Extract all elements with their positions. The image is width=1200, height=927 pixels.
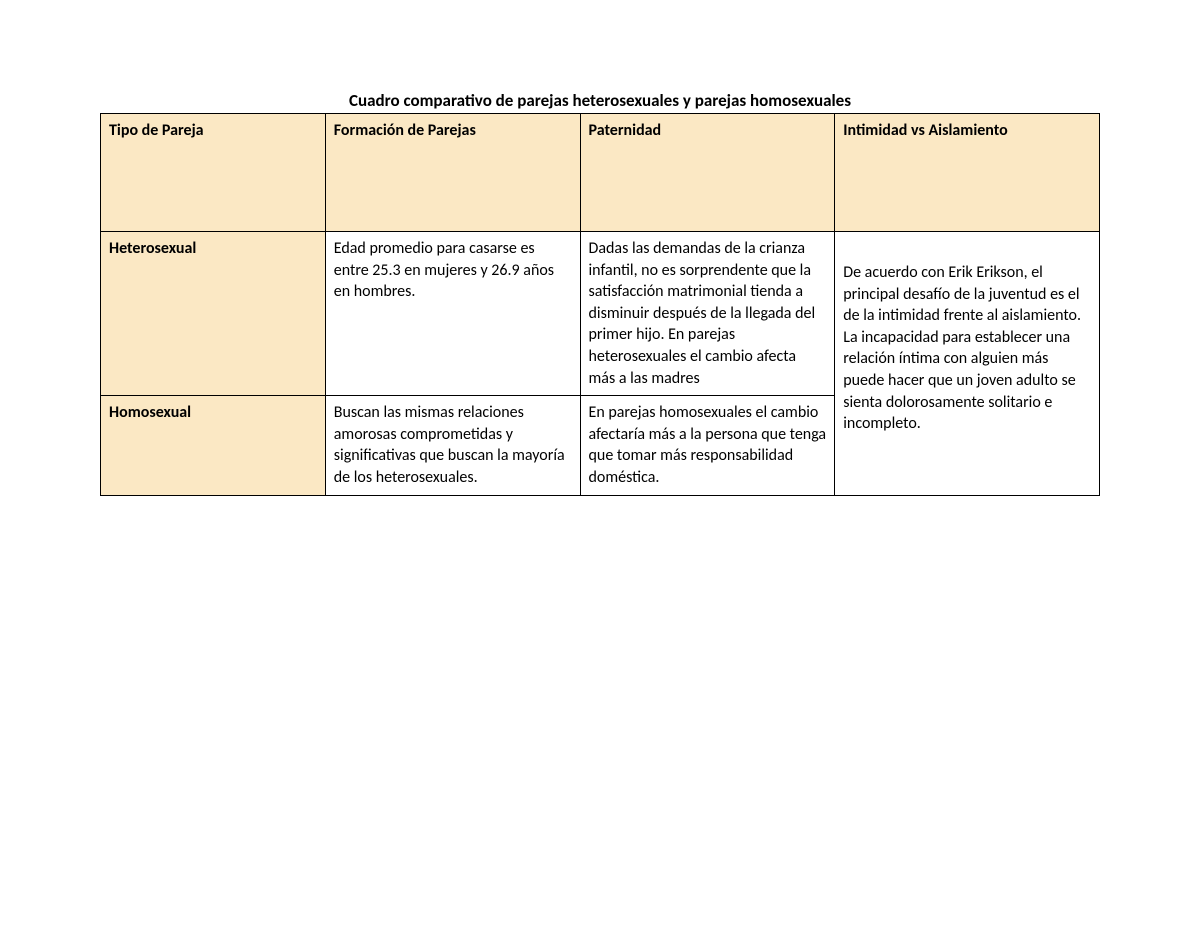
cell-homosexual-paternidad: En parejas homosexuales el cambio afecta… [580,396,835,495]
cell-homosexual-formacion: Buscan las mismas relaciones amorosas co… [325,396,580,495]
comparison-table: Tipo de Pareja Formación de Parejas Pate… [100,113,1100,496]
row-label-heterosexual: Heterosexual [101,232,326,396]
cell-heterosexual-formacion: Edad promedio para casarse es entre 25.3… [325,232,580,396]
column-header-formacion: Formación de Parejas [325,114,580,232]
table-header-row: Tipo de Pareja Formación de Parejas Pate… [101,114,1100,232]
column-header-tipo: Tipo de Pareja [101,114,326,232]
cell-intimidad-merged: De acuerdo con Erik Erikson, el principa… [835,232,1100,496]
cell-heterosexual-paternidad: Dadas las demandas de la crianza infanti… [580,232,835,396]
document-page: Cuadro comparativo de parejas heterosexu… [0,0,1200,496]
table-row: Heterosexual Edad promedio para casarse … [101,232,1100,396]
intimidad-text: De acuerdo con Erik Erikson, el principa… [843,238,1091,435]
column-header-paternidad: Paternidad [580,114,835,232]
column-header-intimidad: Intimidad vs Aislamiento [835,114,1100,232]
page-title: Cuadro comparativo de parejas heterosexu… [100,90,1100,111]
row-label-homosexual: Homosexual [101,396,326,495]
